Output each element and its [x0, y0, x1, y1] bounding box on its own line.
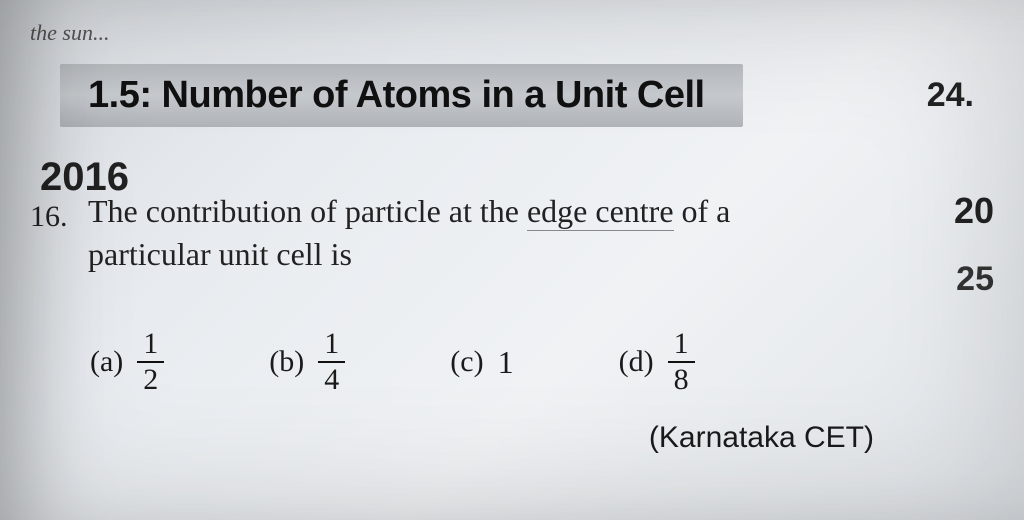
- question-line1-post: of a: [674, 193, 731, 229]
- options-row: (a) 1 2 (b) 1 4 (c) 1 (d) 1 8: [90, 329, 984, 395]
- margin-number-20: 20: [954, 190, 994, 232]
- margin-number-25: 25: [956, 260, 994, 299]
- textbook-page: the sun... 1.5: Number of Atoms in a Uni…: [0, 0, 1024, 520]
- section-header-row: 1.5: Number of Atoms in a Unit Cell 24.: [60, 64, 984, 127]
- option-b-label: (b): [269, 345, 304, 379]
- question-number: 16.: [30, 200, 78, 234]
- option-d-denominator: 8: [668, 361, 695, 395]
- margin-number-24: 24.: [927, 76, 974, 115]
- option-d-label: (d): [619, 345, 654, 379]
- source-attribution: (Karnataka CET): [60, 421, 874, 455]
- option-a-label: (a): [90, 345, 123, 379]
- option-b-denominator: 4: [318, 361, 345, 395]
- option-c-value: 1: [498, 344, 514, 381]
- question-line1-underlined: edge centre: [527, 193, 674, 231]
- option-b-numerator: 1: [318, 329, 345, 361]
- question-row: 16. The contribution of particle at the …: [60, 190, 984, 299]
- question-line2: particular unit cell is: [88, 236, 352, 272]
- option-b: (b) 1 4: [269, 329, 345, 395]
- option-a-fraction: 1 2: [137, 329, 164, 395]
- option-a-denominator: 2: [137, 361, 164, 395]
- option-a: (a) 1 2: [90, 329, 164, 395]
- question-text: The contribution of particle at the edge…: [88, 190, 730, 276]
- top-page-fragment: the sun...: [30, 20, 984, 46]
- right-margin-numbers: 20 25: [954, 190, 994, 299]
- option-c: (c) 1: [450, 344, 513, 381]
- option-b-fraction: 1 4: [318, 329, 345, 395]
- option-a-numerator: 1: [137, 329, 164, 361]
- question-line1-pre: The contribution of particle at the: [88, 193, 527, 229]
- option-c-label: (c): [450, 345, 483, 379]
- option-d-numerator: 1: [668, 329, 695, 361]
- option-d-fraction: 1 8: [668, 329, 695, 395]
- option-d: (d) 1 8: [619, 329, 695, 395]
- question-left: 16. The contribution of particle at the …: [60, 190, 954, 276]
- section-title-banner: 1.5: Number of Atoms in a Unit Cell: [60, 64, 743, 127]
